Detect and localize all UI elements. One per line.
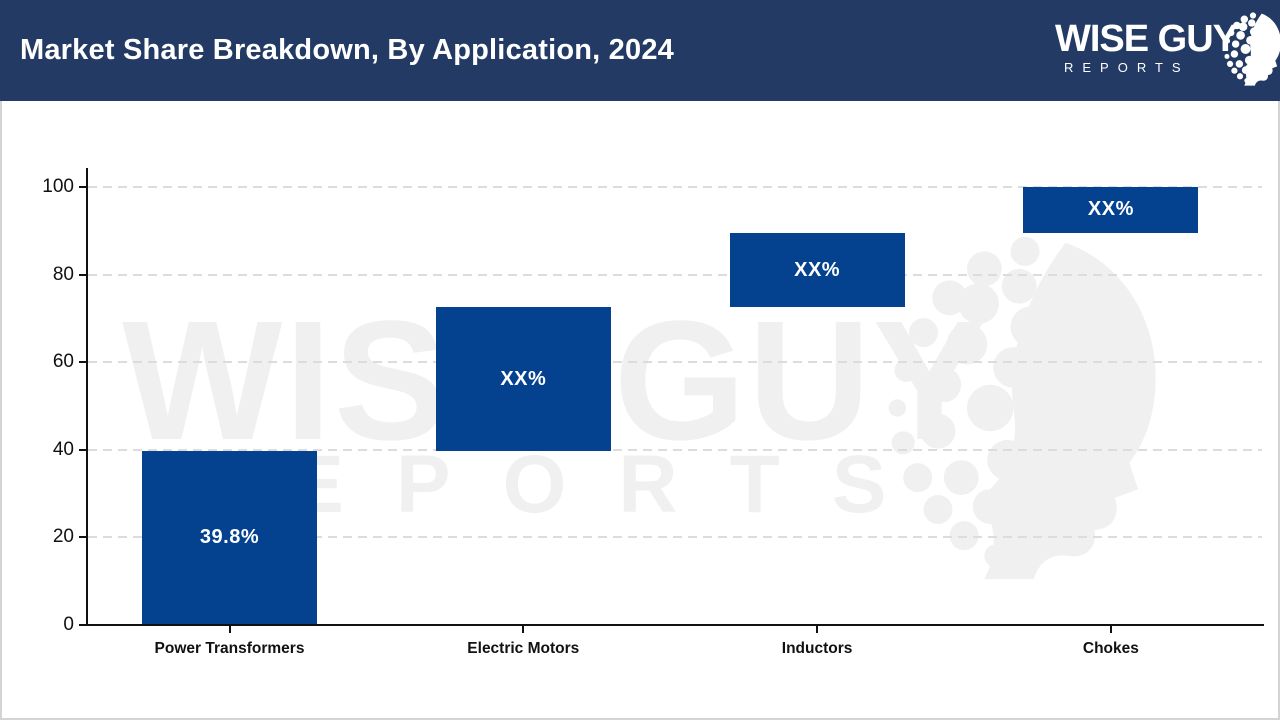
y-tick — [79, 624, 87, 626]
y-tick-label: 60 — [52, 351, 74, 373]
bar: XX% — [729, 232, 905, 308]
logo-head-icon — [1223, 12, 1280, 86]
bar-value-label: XX% — [500, 367, 547, 390]
x-tick — [228, 626, 231, 633]
x-tick — [1109, 626, 1112, 633]
logo-wordmark: WISE GUY — [1055, 18, 1238, 60]
y-tick-label: 40 — [52, 438, 74, 460]
bar-value-label: XX% — [794, 258, 841, 281]
bar: XX% — [1023, 187, 1199, 233]
y-tick — [79, 186, 87, 188]
page-title: Market Share Breakdown, By Application, … — [20, 34, 674, 66]
y-tick-label: 0 — [63, 614, 74, 635]
y-grid-line — [88, 536, 1262, 539]
y-grid-line — [88, 273, 1262, 276]
y-grid-line — [88, 186, 1262, 188]
y-tick-label: 80 — [52, 263, 74, 285]
x-category-label: Power Transformers — [154, 640, 305, 657]
y-tick-label: 20 — [52, 526, 74, 548]
header-band: Market Share Breakdown, By Application, … — [0, 0, 1280, 101]
y-axis — [86, 168, 88, 626]
bar-value-label: XX% — [1087, 198, 1134, 221]
bar-value-label: 39.8% — [199, 526, 260, 549]
wiseguy-logo: WISE GUY REPORTS — [1020, 0, 1280, 101]
y-grid-line — [88, 361, 1262, 364]
x-category-label: Electric Motors — [467, 640, 580, 657]
logo-subtext: REPORTS — [1064, 60, 1190, 75]
x-axis — [86, 624, 1264, 626]
y-tick — [79, 273, 87, 276]
x-category-label: Inductors — [781, 640, 853, 657]
y-tick — [79, 448, 87, 451]
y-tick — [79, 361, 87, 364]
bar: 39.8% — [142, 450, 317, 625]
x-tick — [522, 626, 525, 633]
y-grid-line — [88, 448, 1262, 451]
bar: XX% — [435, 307, 611, 451]
y-tick-label: 100 — [42, 176, 74, 197]
x-category-label: Chokes — [1082, 640, 1139, 657]
x-tick — [816, 626, 819, 633]
y-tick — [79, 536, 87, 539]
